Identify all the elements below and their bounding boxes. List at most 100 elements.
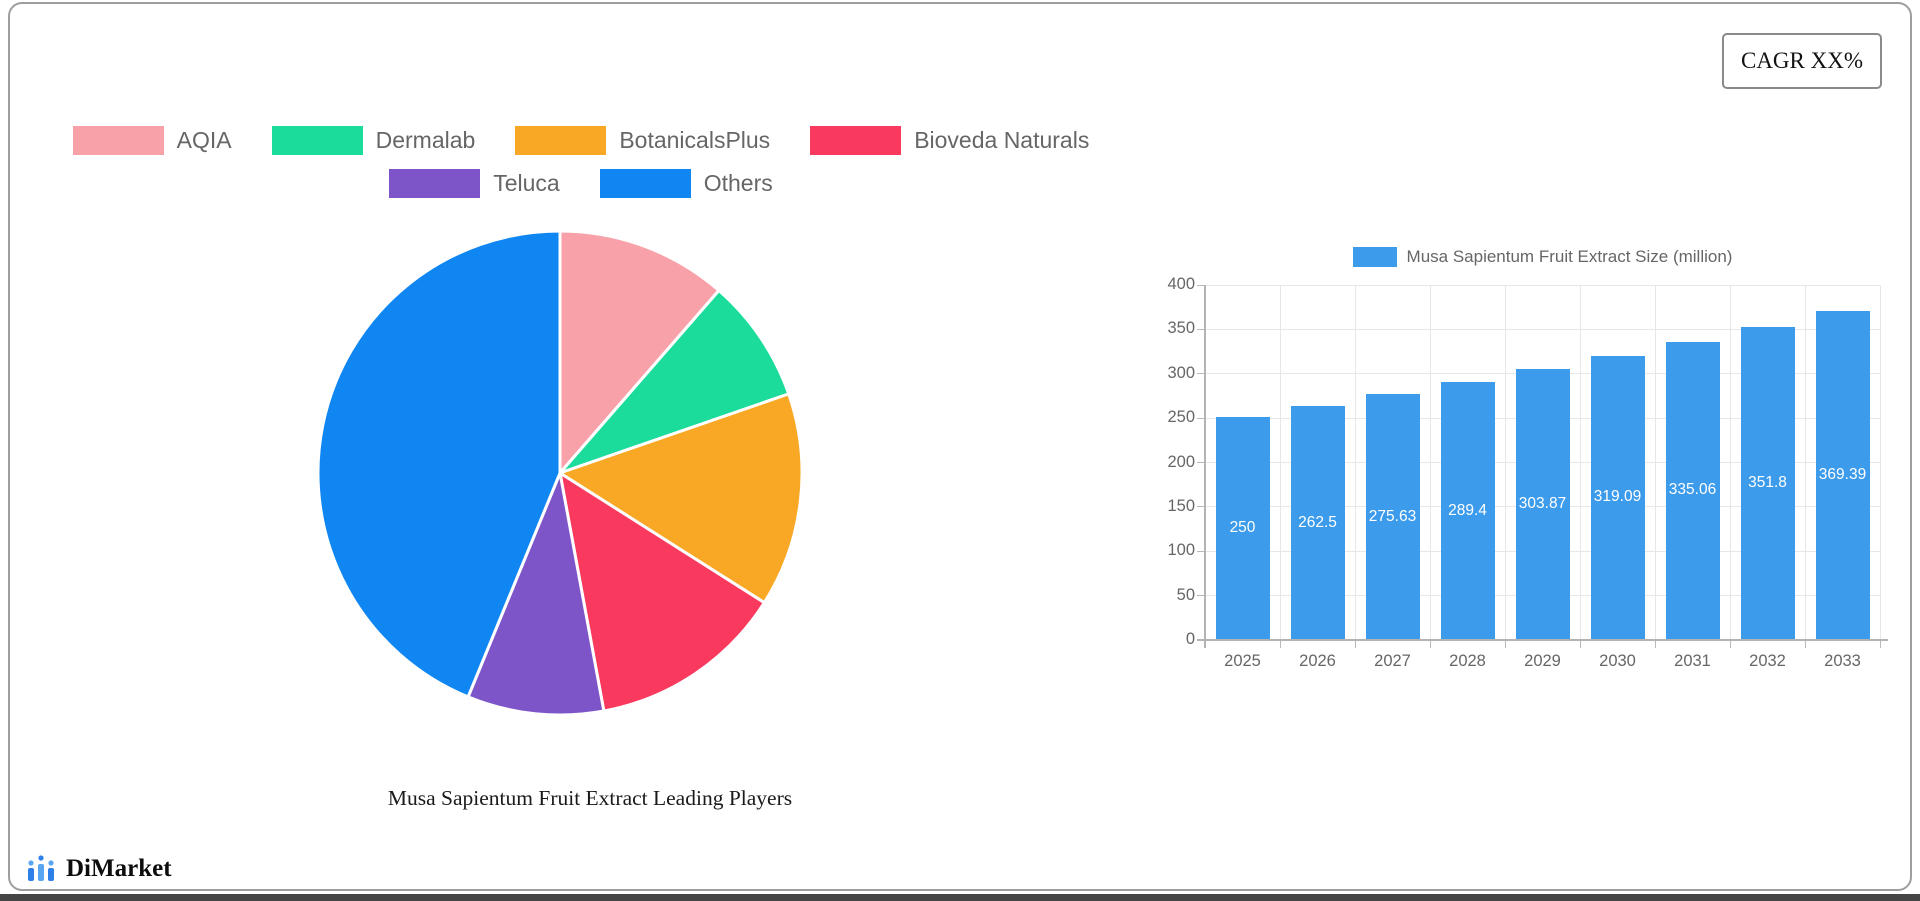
- bar-value-label: 369.39: [1818, 466, 1867, 484]
- x-axis-label: 2032: [1749, 652, 1786, 670]
- x-tick: [1729, 640, 1731, 648]
- x-axis-label: 2028: [1449, 652, 1486, 670]
- legend-swatch: [515, 126, 607, 155]
- x-tick: [1879, 640, 1881, 648]
- gridline-h: [1205, 328, 1880, 330]
- y-tick: [1197, 550, 1205, 552]
- x-axis-label: 2025: [1224, 652, 1261, 670]
- pie-slice-aqia: [558, 229, 721, 475]
- bar-2029: [1515, 369, 1570, 639]
- legend-label: Dermalab: [375, 127, 476, 153]
- x-tick: [1579, 640, 1581, 648]
- legend-label: BotanicalsPlus: [619, 127, 771, 153]
- legend-swatch: [389, 169, 481, 198]
- y-tick: [1197, 284, 1205, 286]
- pie-svg: [316, 229, 804, 717]
- legend-item-bioveda-naturals: Bioveda Naturals: [810, 126, 1089, 155]
- bar-legend-label: Musa Sapientum Fruit Extract Size (milli…: [1406, 247, 1733, 266]
- y-axis-label: 400: [1167, 275, 1195, 293]
- bar-chart-legend: Musa Sapientum Fruit Extract Size (milli…: [1205, 247, 1880, 267]
- gridline-v: [1879, 285, 1881, 640]
- x-axis-label: 2026: [1299, 652, 1336, 670]
- y-tick: [1197, 373, 1205, 375]
- y-tick: [1197, 417, 1205, 419]
- legend-swatch: [599, 169, 691, 198]
- gridline-v: [1579, 285, 1581, 640]
- x-axis-label: 2033: [1824, 652, 1861, 670]
- x-axis-label: 2027: [1374, 652, 1411, 670]
- gridline-v: [1504, 285, 1506, 640]
- y-axis-label: 250: [1167, 408, 1195, 427]
- x-tick: [1804, 640, 1806, 648]
- legend-swatch: [810, 126, 902, 155]
- legend-item-teluca: Teluca: [389, 169, 560, 198]
- x-axis-label: 2031: [1674, 652, 1711, 670]
- gridline-v: [1429, 285, 1431, 640]
- x-axis-label: 2029: [1524, 652, 1561, 670]
- x-axis-label: 2030: [1599, 652, 1636, 670]
- bar-value-label: 303.87: [1518, 495, 1567, 513]
- legend-label: AQIA: [176, 127, 232, 153]
- gridline-v: [1654, 285, 1656, 640]
- legend-item-aqia: AQIA: [72, 126, 232, 155]
- pie-slice-bioveda-naturals: [558, 471, 766, 713]
- bar-value-label: 275.63: [1368, 507, 1417, 525]
- bar-2031: [1665, 341, 1720, 639]
- legend-swatch: [271, 126, 363, 155]
- gridline-v: [1729, 285, 1731, 640]
- y-axis-label: 200: [1167, 452, 1195, 471]
- y-axis-label: 300: [1167, 363, 1195, 382]
- bar-2025: [1215, 417, 1270, 639]
- x-tick: [1279, 640, 1281, 648]
- legend-row: AQIA Dermalab BotanicalsPlus Bioveda Natura…: [46, 126, 1116, 155]
- pie-chart: [315, 228, 805, 718]
- bar-2026: [1290, 406, 1345, 639]
- bottom-edge-bar: [0, 894, 1920, 901]
- legend-label: Teluca: [493, 170, 560, 196]
- y-tick: [1197, 328, 1205, 330]
- pie-chart-title: Musa Sapientum Fruit Extract Leading Pla…: [387, 786, 793, 810]
- bar-chart-plot-area: 0 50 100 150 200 250 300 350 400 250 2025 262.5 2026…: [1167, 275, 1888, 670]
- gridline-h: [1205, 284, 1880, 286]
- legend-swatch: [72, 126, 164, 155]
- gridline-v: [1279, 285, 1281, 640]
- y-axis-label: 150: [1167, 496, 1195, 515]
- brand-logo: DiMarket: [26, 855, 172, 883]
- pie-slice-dermalab: [558, 288, 791, 475]
- y-axis-label: 100: [1167, 541, 1195, 560]
- legend-item-botanicalsplus: BotanicalsPlus: [515, 126, 770, 155]
- bar-value-label: 289.4: [1448, 501, 1487, 519]
- bar-value-label: 351.8: [1748, 473, 1787, 491]
- x-tick: [1354, 640, 1356, 648]
- gridline-v: [1804, 285, 1806, 640]
- x-axis-line: [1197, 639, 1888, 641]
- bar-2033: [1815, 311, 1870, 639]
- x-tick: [1654, 640, 1656, 648]
- y-tick: [1197, 595, 1205, 597]
- gridline-v: [1354, 285, 1356, 640]
- bar-2027: [1365, 394, 1420, 639]
- legend-label: Bioveda Naturals: [914, 127, 1090, 153]
- bar-value-label: 262.5: [1298, 513, 1337, 531]
- cagr-label: CAGR XX%: [1740, 48, 1864, 73]
- cagr-badge: CAGR XX%: [1722, 33, 1882, 89]
- legend-label: Others: [703, 170, 773, 196]
- y-tick: [1197, 506, 1205, 508]
- legend-item-dermalab: Dermalab: [271, 126, 476, 155]
- pie-slice-others: [316, 229, 562, 699]
- y-axis-label: 50: [1176, 585, 1195, 604]
- bar-value-label: 250: [1229, 519, 1256, 537]
- brand-logo-text: DiMarket: [66, 855, 172, 882]
- bar-2028: [1440, 382, 1495, 639]
- y-axis-line: [1204, 285, 1206, 648]
- pie-slice-botanicalsplus: [558, 392, 804, 605]
- bar-value-label: 335.06: [1668, 481, 1717, 499]
- pie-slice-teluca: [466, 471, 606, 717]
- bar-2030: [1590, 355, 1645, 639]
- pie-chart-legend: AQIA Dermalab BotanicalsPlus Bioveda Natura…: [46, 126, 1116, 212]
- legend-item-others: Others: [599, 169, 773, 198]
- x-tick: [1429, 640, 1431, 648]
- bar-chart-logo-icon: [28, 855, 54, 881]
- y-tick: [1197, 462, 1205, 463]
